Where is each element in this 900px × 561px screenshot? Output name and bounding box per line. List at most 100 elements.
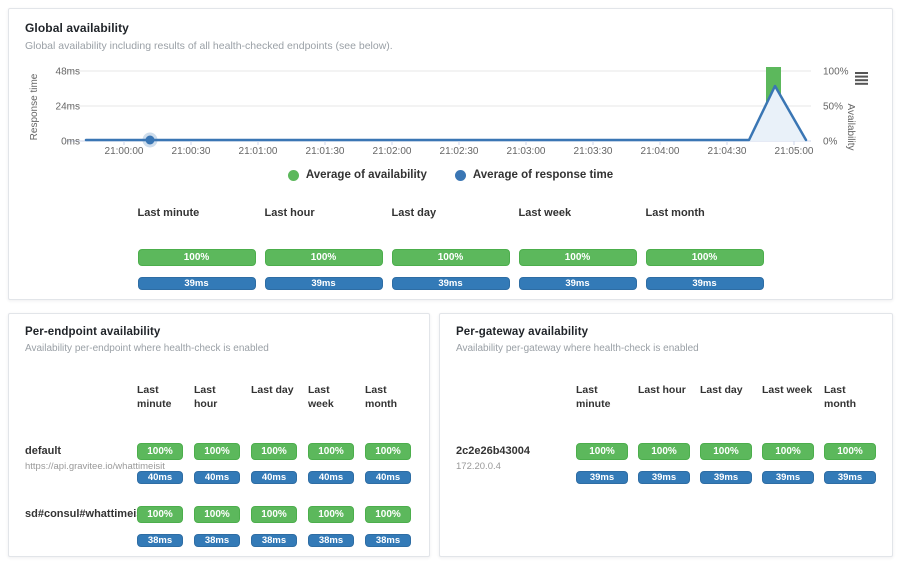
per-endpoint-card: Per-endpoint availability Availability p…	[8, 313, 430, 557]
availability-badge: 100%	[762, 443, 814, 461]
x-axis-tick-label: 21:04:30	[708, 146, 747, 157]
legend-dot-icon	[287, 169, 299, 181]
table-header-row: Last minute Last hour Last day Last week Las…	[456, 384, 876, 411]
response-time-axis-title: Response time	[29, 73, 40, 140]
stat-column-last-day: Last day 100% 39ms	[391, 207, 510, 290]
row-subtext: 172.20.0.4	[456, 461, 501, 473]
response-time-badge: 39ms	[264, 277, 383, 290]
row-name: 2c2e26b43004	[456, 445, 531, 458]
availability-badge: 100%	[194, 443, 240, 461]
table-header-last-day: Last day	[700, 384, 743, 396]
availability-badge: 100%	[365, 506, 411, 524]
table-header-last-minute: Last minute	[576, 384, 611, 410]
response-time-badge: 39ms	[391, 277, 510, 290]
stats-row: Last minute 100% 39ms Last hour 100% 39ms Last…	[25, 207, 876, 290]
x-axis-tick-label: 21:02:00	[373, 146, 412, 157]
availability-axis-title: Availability	[845, 103, 856, 150]
table-row-default: default https://api.gravitee.io/whattimei…	[25, 443, 413, 485]
table-header-last-month: Last month	[824, 384, 857, 410]
y-right-tick-100: 100%	[823, 67, 849, 78]
response-time-badge: 40ms	[365, 471, 411, 485]
availability-badge: 100%	[264, 249, 383, 266]
response-time-badge: 38ms	[194, 534, 240, 548]
response-time-marker[interactable]	[145, 135, 155, 145]
chart-legend: Average of availability Average of respon…	[25, 169, 876, 181]
y-left-tick-24ms: 24ms	[56, 102, 80, 113]
y-left-tick-48ms: 48ms	[56, 67, 80, 78]
response-time-badge: 38ms	[251, 534, 297, 548]
availability-badge: 100%	[137, 506, 183, 524]
bottom-row: Per-endpoint availability Availability p…	[8, 313, 893, 557]
response-time-badge: 39ms	[762, 471, 814, 485]
response-time-badge: 39ms	[645, 277, 764, 290]
response-time-badge: 38ms	[308, 534, 354, 548]
availability-badge: 100%	[518, 249, 637, 266]
availability-badge: 100%	[576, 443, 628, 461]
availability-badge: 100%	[251, 506, 297, 524]
response-time-line	[84, 84, 808, 142]
response-time-badge: 40ms	[251, 471, 297, 485]
stat-label: Last hour	[264, 207, 315, 219]
availability-badge: 100%	[638, 443, 690, 461]
availability-badge: 100%	[137, 249, 256, 266]
legend-label: Average of response time	[472, 169, 614, 181]
availability-badge: 100%	[137, 443, 183, 461]
response-time-badge: 39ms	[638, 471, 690, 485]
stat-label: Last month	[645, 207, 705, 219]
per-endpoint-title: Per-endpoint availability	[25, 326, 161, 338]
table-header-last-week: Last week	[762, 384, 813, 396]
stat-column-last-month: Last month 100% 39ms	[645, 207, 764, 290]
x-axis-tick-label: 21:03:00	[507, 146, 546, 157]
per-gateway-subtitle: Availability per-gateway where health-ch…	[456, 343, 699, 354]
response-time-badge: 39ms	[824, 471, 876, 485]
gateway-table: Last minute Last hour Last day Last week Las…	[456, 384, 876, 485]
response-time-badge: 39ms	[137, 277, 256, 290]
response-time-badge: 38ms	[365, 534, 411, 548]
response-time-badge: 40ms	[308, 471, 354, 485]
y-right-tick-0: 0%	[823, 137, 838, 148]
availability-chart-wrap: 48ms 24ms 0ms 100% 50% 0% Response time …	[25, 63, 876, 168]
x-axis-tick-label: 21:05:00	[775, 146, 814, 157]
response-time-badge: 39ms	[576, 471, 628, 485]
x-axis-tick-label: 21:01:30	[306, 146, 345, 157]
response-time-badge: 39ms	[700, 471, 752, 485]
response-time-badge: 40ms	[137, 471, 183, 485]
row-name-cell: sd#consul#whattimeisit	[25, 506, 150, 523]
legend-item-average-of-response-time[interactable]: Average of response time	[454, 169, 614, 181]
row-name: sd#consul#whattimeisit	[25, 508, 150, 521]
table-header-last-day: Last day	[251, 384, 294, 396]
global-availability-subtitle: Global availability including results of…	[25, 40, 393, 52]
row-subtext: https://api.gravitee.io/whattimeisit	[25, 461, 165, 473]
x-axis-tick-label: 21:04:00	[641, 146, 680, 157]
table-header-last-month: Last month	[365, 384, 398, 410]
x-axis-tick-label: 21:03:30	[574, 146, 613, 157]
global-availability-card: Global availability Global availability …	[8, 8, 893, 300]
availability-badge: 100%	[251, 443, 297, 461]
table-header-row: Last minute Last hour Last day Last week Las…	[25, 384, 413, 411]
table-row-sd-consul-whattimeisit: sd#consul#whattimeisit 100% 100% 100% 100% 10…	[25, 506, 413, 548]
availability-badge: 100%	[391, 249, 510, 266]
per-gateway-title: Per-gateway availability	[456, 326, 589, 338]
chart-menu-icon[interactable]	[855, 72, 868, 85]
legend-label: Average of availability	[305, 169, 427, 181]
per-gateway-card: Per-gateway availability Availability pe…	[439, 313, 893, 557]
stat-label: Last minute	[137, 207, 200, 219]
response-time-badge: 38ms	[137, 534, 183, 548]
availability-badge: 100%	[700, 443, 752, 461]
stat-label: Last week	[518, 207, 572, 219]
availability-badge: 100%	[308, 506, 354, 524]
x-axis-tick-label: 21:00:00	[105, 146, 144, 157]
stat-label: Last day	[391, 207, 437, 219]
row-name: default	[25, 445, 62, 458]
availability-badge: 100%	[645, 249, 764, 266]
legend-item-average-of-availability[interactable]: Average of availability	[287, 169, 427, 181]
table-header-last-hour: Last hour	[194, 384, 218, 410]
row-name-cell: default https://api.gravitee.io/whattimei…	[25, 443, 165, 472]
availability-chart[interactable]: 48ms 24ms 0ms 100% 50% 0% Response time …	[25, 63, 876, 168]
response-time-badge: 40ms	[194, 471, 240, 485]
x-axis-tick-label: 21:00:30	[172, 146, 211, 157]
availability-badge: 100%	[308, 443, 354, 461]
x-axis-tick-label: 21:02:30	[440, 146, 479, 157]
table-header-last-minute: Last minute	[137, 384, 172, 410]
